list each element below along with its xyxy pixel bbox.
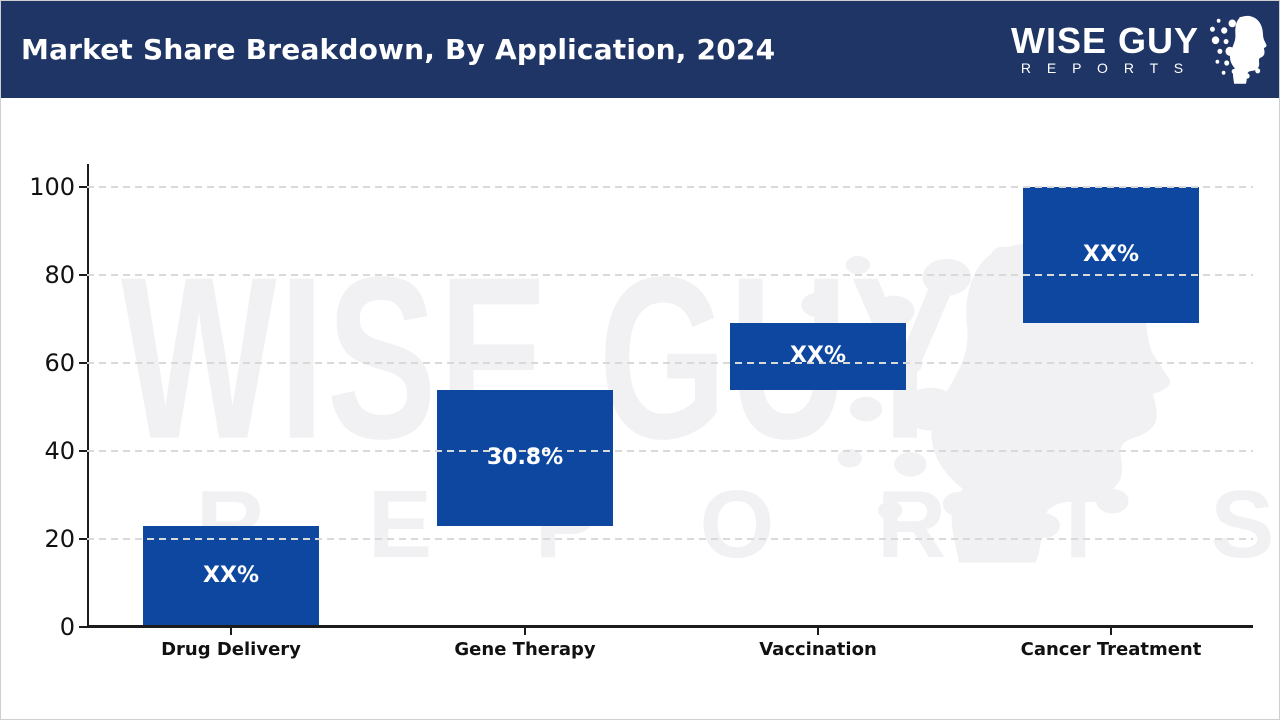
x-tick-mark (817, 628, 819, 635)
chart-title: Market Share Breakdown, By Application, … (21, 33, 776, 66)
x-tick-mark (230, 628, 232, 635)
brand-logo: WISE GUY R E P O R T S (1011, 11, 1279, 89)
y-tick-mark (79, 538, 87, 540)
y-tick-label: 100 (29, 173, 75, 201)
y-axis-spine (87, 164, 89, 628)
bar-value-label: XX% (1083, 241, 1139, 267)
brand-logo-text: WISE GUY R E P O R T S (1011, 22, 1199, 76)
y-tick-mark (79, 186, 87, 188)
y-tick-label: 40 (44, 437, 75, 465)
bar-drug-delivery (143, 525, 319, 627)
brand-subtitle: R E P O R T S (1020, 60, 1190, 77)
x-tick-mark (524, 628, 526, 635)
gridline-20 (87, 538, 1253, 540)
gridline-80 (87, 274, 1253, 276)
bar-value-label: XX% (790, 343, 846, 369)
bar-value-label: 30.8% (486, 445, 564, 471)
header-bar: Market Share Breakdown, By Application, … (1, 1, 1279, 98)
y-tick-label: 60 (44, 349, 75, 377)
bar-value-label: XX% (203, 563, 259, 589)
bar-gene-therapy (437, 390, 613, 526)
x-category-label: Drug Delivery (161, 639, 301, 660)
y-tick-label: 20 (44, 525, 75, 553)
y-tick-mark (79, 626, 87, 628)
brand-name: WISE GUY (1010, 20, 1199, 62)
gridline-60 (87, 362, 1253, 364)
y-tick-mark (79, 362, 87, 364)
y-tick-mark (79, 274, 87, 276)
brand-face-icon (1205, 11, 1267, 89)
y-tick-mark (79, 450, 87, 452)
x-category-label: Vaccination (759, 639, 877, 660)
x-category-label: Gene Therapy (454, 639, 596, 660)
x-tick-mark (1110, 628, 1112, 635)
x-axis-spine (87, 625, 1253, 628)
bar-vaccination (730, 322, 906, 391)
bar-cancer-treatment (1023, 187, 1199, 323)
gridline-40 (87, 450, 1253, 452)
x-category-label: Cancer Treatment (1020, 639, 1202, 660)
gridline-100 (87, 186, 1253, 188)
y-tick-label: 0 (59, 613, 75, 641)
y-tick-label: 80 (44, 261, 75, 289)
